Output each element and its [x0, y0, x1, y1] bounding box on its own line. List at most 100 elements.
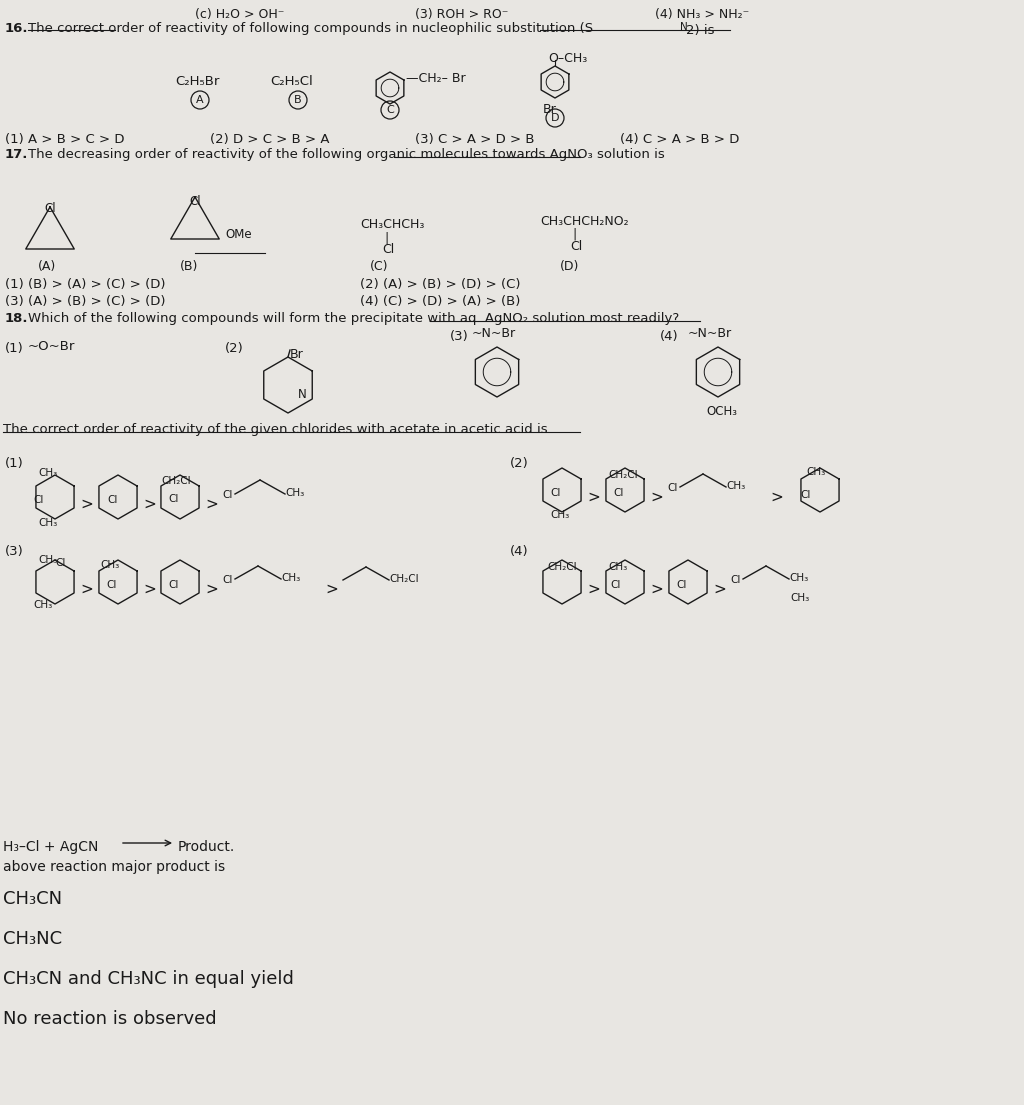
Text: The correct order of reactivity of following compounds in nucleophilic substitut: The correct order of reactivity of follo… — [28, 22, 593, 35]
Text: 17.: 17. — [5, 148, 29, 161]
Text: (1): (1) — [5, 343, 24, 355]
Text: 16.: 16. — [5, 22, 29, 35]
Text: (2): (2) — [225, 343, 244, 355]
Text: Cl: Cl — [730, 575, 740, 585]
Text: Cl: Cl — [222, 575, 232, 585]
Text: H₃–Cl + AgCN: H₃–Cl + AgCN — [3, 840, 98, 854]
Text: (3): (3) — [450, 330, 469, 343]
Text: (c) H₂O > OH⁻: (c) H₂O > OH⁻ — [195, 8, 285, 21]
Text: |: | — [572, 228, 577, 241]
Text: CH₃: CH₃ — [100, 560, 119, 570]
Text: CH₂Cl: CH₂Cl — [161, 476, 190, 486]
Text: —CH₂– Br: —CH₂– Br — [406, 72, 466, 85]
Text: |: | — [384, 232, 388, 245]
Text: Cl: Cl — [550, 488, 560, 498]
Text: (2): (2) — [510, 457, 528, 470]
Text: (4): (4) — [660, 330, 679, 343]
Text: CH₃: CH₃ — [285, 488, 304, 498]
Text: The correct order of reactivity of the given chlorides with acetate in acetic ac: The correct order of reactivity of the g… — [3, 423, 548, 436]
Text: >: > — [143, 497, 156, 512]
Text: (4) NH₃ > NH₂⁻: (4) NH₃ > NH₂⁻ — [655, 8, 750, 21]
Text: >: > — [325, 582, 338, 597]
Text: Cl: Cl — [676, 580, 686, 590]
Text: >: > — [80, 582, 93, 597]
Text: (4) (C) > (D) > (A) > (B): (4) (C) > (D) > (A) > (B) — [360, 295, 520, 308]
Text: (C): (C) — [370, 260, 388, 273]
Text: CH₃: CH₃ — [38, 469, 57, 478]
Text: (2) D > C > B > A: (2) D > C > B > A — [210, 133, 330, 146]
Text: Cl: Cl — [613, 488, 624, 498]
Text: CH₃: CH₃ — [726, 481, 745, 491]
Text: CH₃: CH₃ — [38, 518, 57, 528]
Text: C₂H₅Br: C₂H₅Br — [175, 75, 219, 88]
Text: (4) C > A > B > D: (4) C > A > B > D — [620, 133, 739, 146]
Text: Cl: Cl — [168, 580, 178, 590]
Text: (3) (A) > (B) > (C) > (D): (3) (A) > (B) > (C) > (D) — [5, 295, 166, 308]
Text: CH₂Cl: CH₂Cl — [608, 470, 638, 480]
Text: CH₃: CH₃ — [550, 511, 569, 520]
Text: Cl: Cl — [168, 494, 178, 504]
Text: Cl: Cl — [44, 202, 55, 215]
Text: C: C — [386, 105, 394, 115]
Text: >: > — [650, 582, 663, 597]
Text: CH₃: CH₃ — [806, 467, 825, 477]
Text: (A): (A) — [38, 260, 56, 273]
Text: The decreasing order of reactivity of the following organic molecules towards Ag: The decreasing order of reactivity of th… — [28, 148, 665, 161]
Text: 18.: 18. — [5, 312, 29, 325]
Text: >: > — [80, 497, 93, 512]
Text: >: > — [713, 582, 726, 597]
Text: (1) (B) > (A) > (C) > (D): (1) (B) > (A) > (C) > (D) — [5, 278, 166, 291]
Text: Cl: Cl — [189, 194, 201, 208]
Text: (3): (3) — [5, 545, 24, 558]
Text: OCH₃: OCH₃ — [706, 406, 737, 418]
Text: CH₃CN: CH₃CN — [3, 890, 62, 908]
Text: OMe: OMe — [225, 228, 252, 241]
Text: >: > — [143, 582, 156, 597]
Text: >: > — [587, 490, 600, 505]
Text: Br: Br — [290, 348, 304, 361]
Text: Cl: Cl — [610, 580, 621, 590]
Text: D: D — [551, 113, 559, 123]
Text: (D): (D) — [560, 260, 580, 273]
Text: Cl: Cl — [382, 243, 394, 256]
Text: (B): (B) — [180, 260, 199, 273]
Text: CH₃: CH₃ — [790, 593, 809, 603]
Text: Product.: Product. — [178, 840, 236, 854]
Text: Cl: Cl — [106, 580, 117, 590]
Text: >: > — [587, 582, 600, 597]
Text: CH₃: CH₃ — [608, 562, 628, 572]
Text: Which of the following compounds will form the precipitate with aq. AgNO₂ soluti: Which of the following compounds will fo… — [28, 312, 679, 325]
Text: Cl: Cl — [667, 483, 677, 493]
Text: Cl: Cl — [570, 240, 583, 253]
Text: 2) is: 2) is — [686, 24, 715, 36]
Text: (3) ROH > RO⁻: (3) ROH > RO⁻ — [415, 8, 508, 21]
Text: CH₃: CH₃ — [33, 600, 52, 610]
Text: CH₃NC: CH₃NC — [3, 930, 62, 948]
Text: (3) C > A > D > B: (3) C > A > D > B — [415, 133, 535, 146]
Text: (2) (A) > (B) > (D) > (C): (2) (A) > (B) > (D) > (C) — [360, 278, 520, 291]
Text: CH₃: CH₃ — [281, 573, 300, 583]
Text: CH₃: CH₃ — [38, 555, 57, 565]
Text: >: > — [205, 497, 218, 512]
Text: >: > — [205, 582, 218, 597]
Text: (1) A > B > C > D: (1) A > B > C > D — [5, 133, 125, 146]
Text: CH₂Cl: CH₂Cl — [389, 573, 419, 585]
Text: ~N~Br: ~N~Br — [688, 327, 732, 340]
Text: N: N — [298, 388, 307, 401]
Text: ~N~Br: ~N~Br — [472, 327, 516, 340]
Text: Cl: Cl — [800, 490, 810, 499]
Text: Cl: Cl — [106, 495, 118, 505]
Text: above reaction major product is: above reaction major product is — [3, 860, 225, 874]
Text: A: A — [197, 95, 204, 105]
Text: Cl: Cl — [33, 495, 43, 505]
Text: CH₃: CH₃ — [790, 573, 808, 583]
Text: O–CH₃: O–CH₃ — [548, 52, 587, 65]
Text: C₂H₅Cl: C₂H₅Cl — [270, 75, 312, 88]
Text: CH₃CHCH₂NO₂: CH₃CHCH₂NO₂ — [540, 215, 629, 228]
Text: N: N — [680, 22, 688, 32]
Text: (4): (4) — [510, 545, 528, 558]
Text: Cl: Cl — [222, 490, 232, 499]
Text: Br: Br — [543, 103, 557, 116]
Text: CH₃CHCH₃: CH₃CHCH₃ — [360, 218, 424, 231]
Text: CH₂Cl: CH₂Cl — [547, 562, 577, 572]
